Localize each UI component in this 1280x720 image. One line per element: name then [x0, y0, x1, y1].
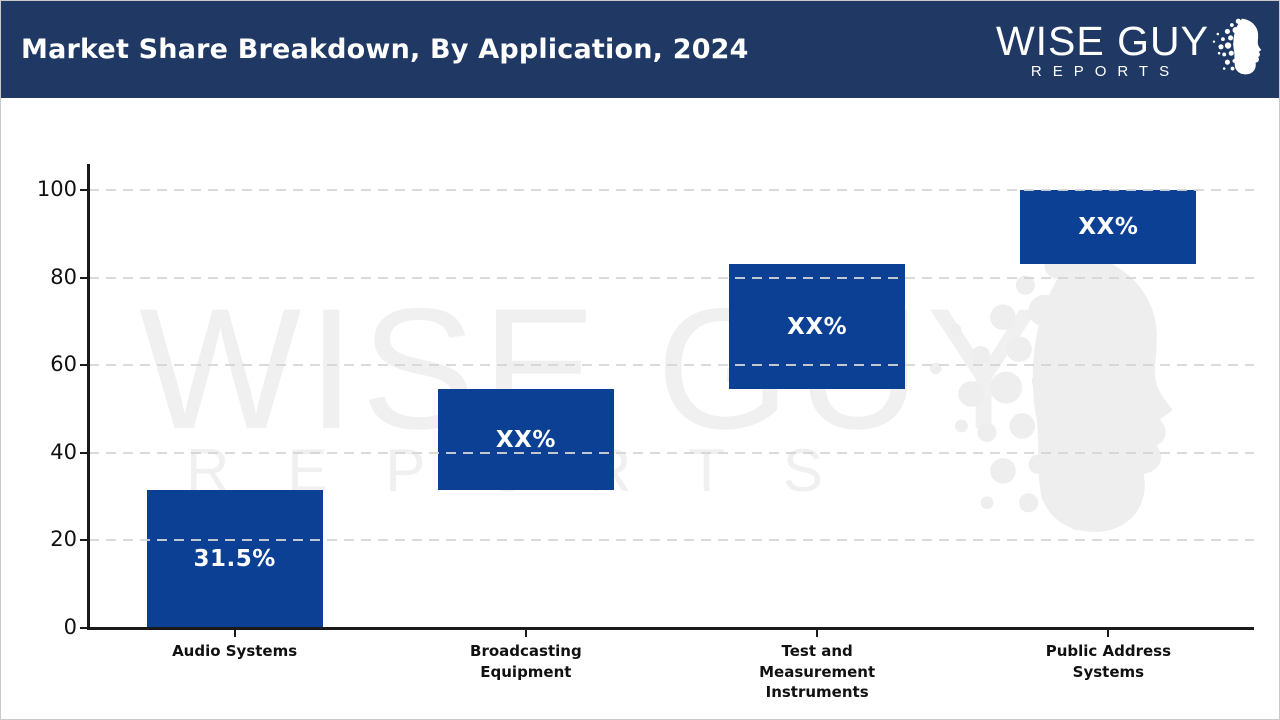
- brand-logo-text: WISE GUY REPORTS: [996, 20, 1209, 80]
- x-axis-line: [87, 627, 1254, 630]
- bar: 31.5%: [146, 490, 323, 628]
- x-tick-mark: [816, 629, 819, 637]
- x-tick-label: Test and Measurement Instruments: [759, 642, 876, 701]
- y-tick-mark: [80, 189, 88, 191]
- bar: XX%: [1020, 190, 1197, 265]
- bar: XX%: [437, 389, 614, 491]
- x-tick-mark: [524, 629, 527, 637]
- y-gridline: [89, 364, 1254, 367]
- y-tick-label: 20: [50, 527, 77, 552]
- y-tick-mark: [80, 451, 88, 454]
- y-tick-mark: [80, 627, 88, 629]
- x-tick-label: Broadcasting Equipment: [470, 642, 582, 681]
- x-tick-label: Audio Systems: [172, 642, 298, 660]
- y-gridline: [89, 539, 1254, 542]
- brand-subtitle: REPORTS: [1030, 63, 1181, 80]
- y-tick-mark: [80, 539, 88, 542]
- bar-value-label: XX%: [495, 426, 556, 453]
- brand-name: WISE GUY: [995, 18, 1209, 64]
- brand-logo: WISE GUY REPORTS: [996, 9, 1269, 91]
- bar-value-label: 31.5%: [193, 546, 276, 572]
- y-tick-label: 80: [50, 264, 77, 289]
- y-tick-mark: [80, 364, 88, 367]
- y-tick-label: 0: [63, 615, 77, 639]
- bar-value-label: XX%: [787, 313, 848, 340]
- x-tick-mark: [1107, 629, 1110, 637]
- y-tick-label: 100: [36, 177, 77, 201]
- y-tick-mark: [80, 276, 88, 279]
- x-tick-label: Public Address Systems: [1045, 642, 1172, 681]
- y-gridline: [89, 189, 1254, 191]
- y-tick-label: 60: [50, 352, 77, 377]
- page-title: Market Share Breakdown, By Application, …: [21, 34, 749, 65]
- bar-value-label: XX%: [1078, 214, 1139, 241]
- y-tick-label: 40: [50, 439, 77, 464]
- y-axis-line: [87, 164, 90, 630]
- header-band: Market Share Breakdown, By Application, …: [1, 1, 1279, 98]
- dotted-head-icon: [1212, 18, 1262, 75]
- y-gridline: [89, 451, 1254, 454]
- x-tick-mark: [233, 629, 236, 637]
- bar: XX%: [729, 264, 906, 390]
- y-gridline: [89, 276, 1254, 279]
